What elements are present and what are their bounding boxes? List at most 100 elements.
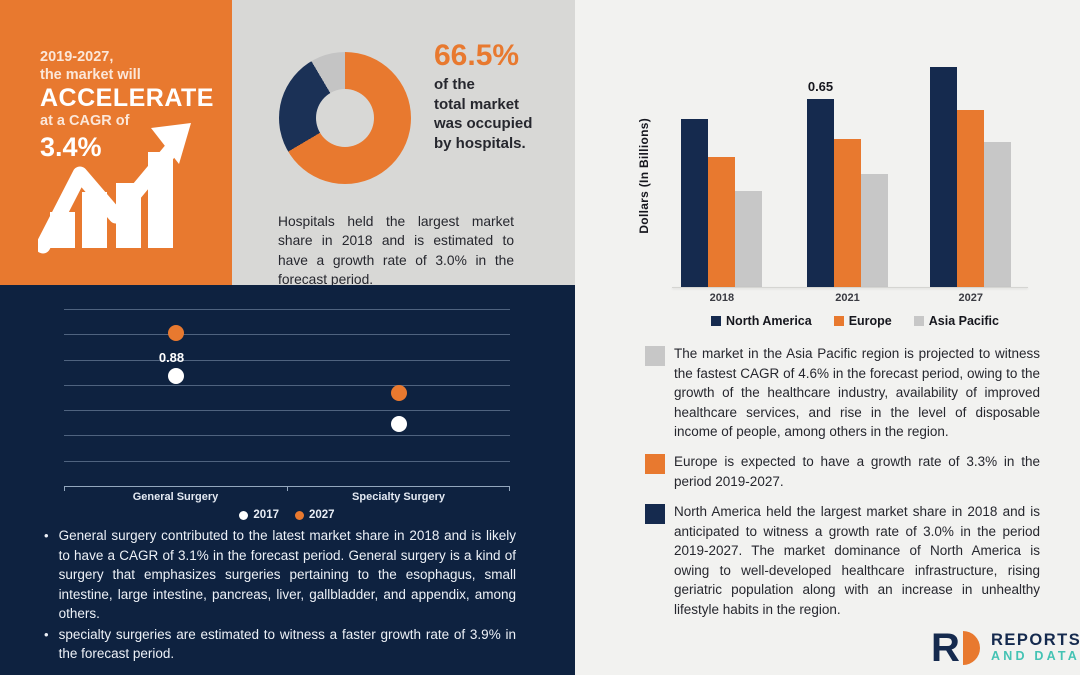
dot-plot-category-axis: General Surgery Specialty Surgery (64, 491, 510, 505)
caption-line: of the (434, 76, 475, 93)
hospital-stat-value: 66.5% (434, 39, 520, 72)
caption-line: total market (434, 95, 520, 113)
gridline (64, 359, 510, 361)
data-point-dot (390, 415, 407, 432)
list-item: The market in the Asia Pacific region is… (645, 344, 1040, 442)
legend-label: Europe (848, 314, 892, 328)
gridline (64, 486, 510, 487)
legend-label: 2027 (309, 509, 335, 521)
logo-monogram-icon: R (933, 627, 980, 667)
logo-text: REPORTS AND DATA (991, 630, 1080, 663)
bar-chart-baseline (672, 287, 1028, 288)
axis-tick (509, 487, 510, 491)
category-label: Specialty Surgery (352, 491, 445, 503)
bar (735, 191, 763, 287)
regional-bullet-text: North America held the largest market sh… (674, 504, 1040, 617)
legend-item: Europe (833, 314, 892, 328)
svg-text:R: R (933, 627, 960, 667)
legend-swatch (913, 316, 924, 326)
axis-tick (64, 487, 65, 491)
accelerate-line-cagr: at a CAGR of (40, 113, 130, 129)
bar-chart-y-axis-label: Dollars (In Billions) (637, 118, 651, 234)
category-label: 2027 (958, 292, 984, 304)
bar-group (930, 66, 1012, 287)
europe-swatch (645, 454, 665, 474)
gridline (64, 435, 510, 437)
accelerate-emphasis: ACCELERATE (40, 84, 214, 112)
bar (708, 156, 736, 287)
legend-item: Asia Pacific (913, 314, 999, 328)
category-label: General Surgery (132, 491, 219, 503)
list-item: • specialty surgeries are estimated to w… (44, 625, 516, 664)
category-label: 2021 (835, 292, 860, 304)
regional-bar-chart: 0.65 (680, 55, 1015, 287)
legend-label: Asia Pacific (928, 314, 999, 328)
accelerate-line-years: 2019-2027, (40, 49, 114, 65)
bar (681, 118, 709, 287)
asia-pacific-swatch (645, 346, 665, 366)
dot-plot-legend: 2017 2027 (64, 509, 510, 521)
gridline (64, 384, 510, 386)
data-point-dot (167, 367, 184, 384)
data-point-dot (167, 324, 184, 341)
gridline (64, 460, 510, 462)
north-america-swatch (645, 504, 665, 524)
hospital-stat-block: 66.5% of the total market was occupied b… (434, 40, 564, 153)
bar (834, 139, 861, 287)
regional-bullet-text: Europe is expected to have a growth rate… (674, 454, 1040, 489)
growth-arrow-icon (38, 123, 191, 254)
legend-swatch (711, 316, 722, 326)
legend-item: 2017 (239, 509, 279, 521)
bar-chart-category-axis: 2018 2021 2027 (680, 292, 1015, 306)
accelerate-line-market: the market will (40, 67, 141, 83)
caption-line: by hospitals. (434, 134, 526, 152)
surgery-bullet-text: General surgery contributed to the lates… (58, 528, 516, 621)
legend-swatch (833, 316, 844, 326)
regional-bullet-text: The market in the Asia Pacific region is… (674, 346, 1040, 439)
gridline (64, 334, 510, 336)
regional-panel: Dollars (In Billions) 0.65 2018 2021 2027 … (575, 0, 1080, 675)
gridline (64, 309, 510, 310)
accelerate-text-block: 2019-2027, the market will ACCELERATE at… (40, 48, 214, 162)
axis-tick (287, 487, 288, 491)
gridline (64, 410, 510, 412)
legend-item: 2027 (295, 509, 335, 521)
surgery-bullet-text: specialty surgeries are estimated to wit… (58, 626, 516, 662)
annotation-label: 0.65 (807, 78, 834, 94)
annotation-label: 0.88 (158, 349, 185, 365)
logo-line-reports: REPORTS (991, 630, 1080, 649)
bar (984, 142, 1012, 287)
category-label: 2018 (709, 292, 735, 304)
legend-item: North America (711, 314, 812, 328)
surgery-dot-plot: 0.88 (64, 309, 510, 491)
surgery-panel: 0.88 General Surgery Specialty Surgery 20… (0, 285, 575, 675)
bullet-marker: • (44, 626, 49, 642)
bullet-marker: • (44, 528, 49, 543)
caption-line: was occupied (434, 115, 533, 132)
legend-swatch (239, 510, 249, 520)
list-item: • General surgery contributed to the lat… (44, 526, 516, 624)
legend-swatch (295, 510, 304, 520)
bar (807, 98, 834, 287)
accelerate-cagr-value: 3.4% (40, 132, 102, 162)
bar-group (807, 98, 888, 287)
surgery-bullet-list: • General surgery contributed to the lat… (44, 526, 516, 665)
bar-group (681, 118, 763, 287)
legend-label: North America (726, 314, 812, 328)
legend-label: 2017 (253, 509, 279, 521)
hospital-donut-chart (279, 52, 411, 184)
bar-chart-legend: North America Europe Asia Pacific (660, 314, 1050, 328)
reports-and-data-logo: R REPORTS AND DATA (933, 627, 1080, 667)
accelerate-card: 2019-2027, the market will ACCELERATE at… (0, 0, 232, 285)
list-item: Europe is expected to have a growth rate… (645, 452, 1040, 491)
hospital-paragraph: Hospitals held the largest market share … (278, 213, 514, 288)
hospital-share-card: 66.5% of the total market was occupied b… (232, 0, 575, 287)
bar (861, 173, 888, 287)
data-point-dot (390, 385, 407, 402)
bar (930, 66, 958, 287)
logo-line-and-data: AND DATA (991, 649, 1080, 663)
hospital-stat-caption: of the total market was occupied by hosp… (434, 75, 564, 153)
bar (957, 110, 985, 287)
list-item: North America held the largest market sh… (645, 502, 1040, 619)
